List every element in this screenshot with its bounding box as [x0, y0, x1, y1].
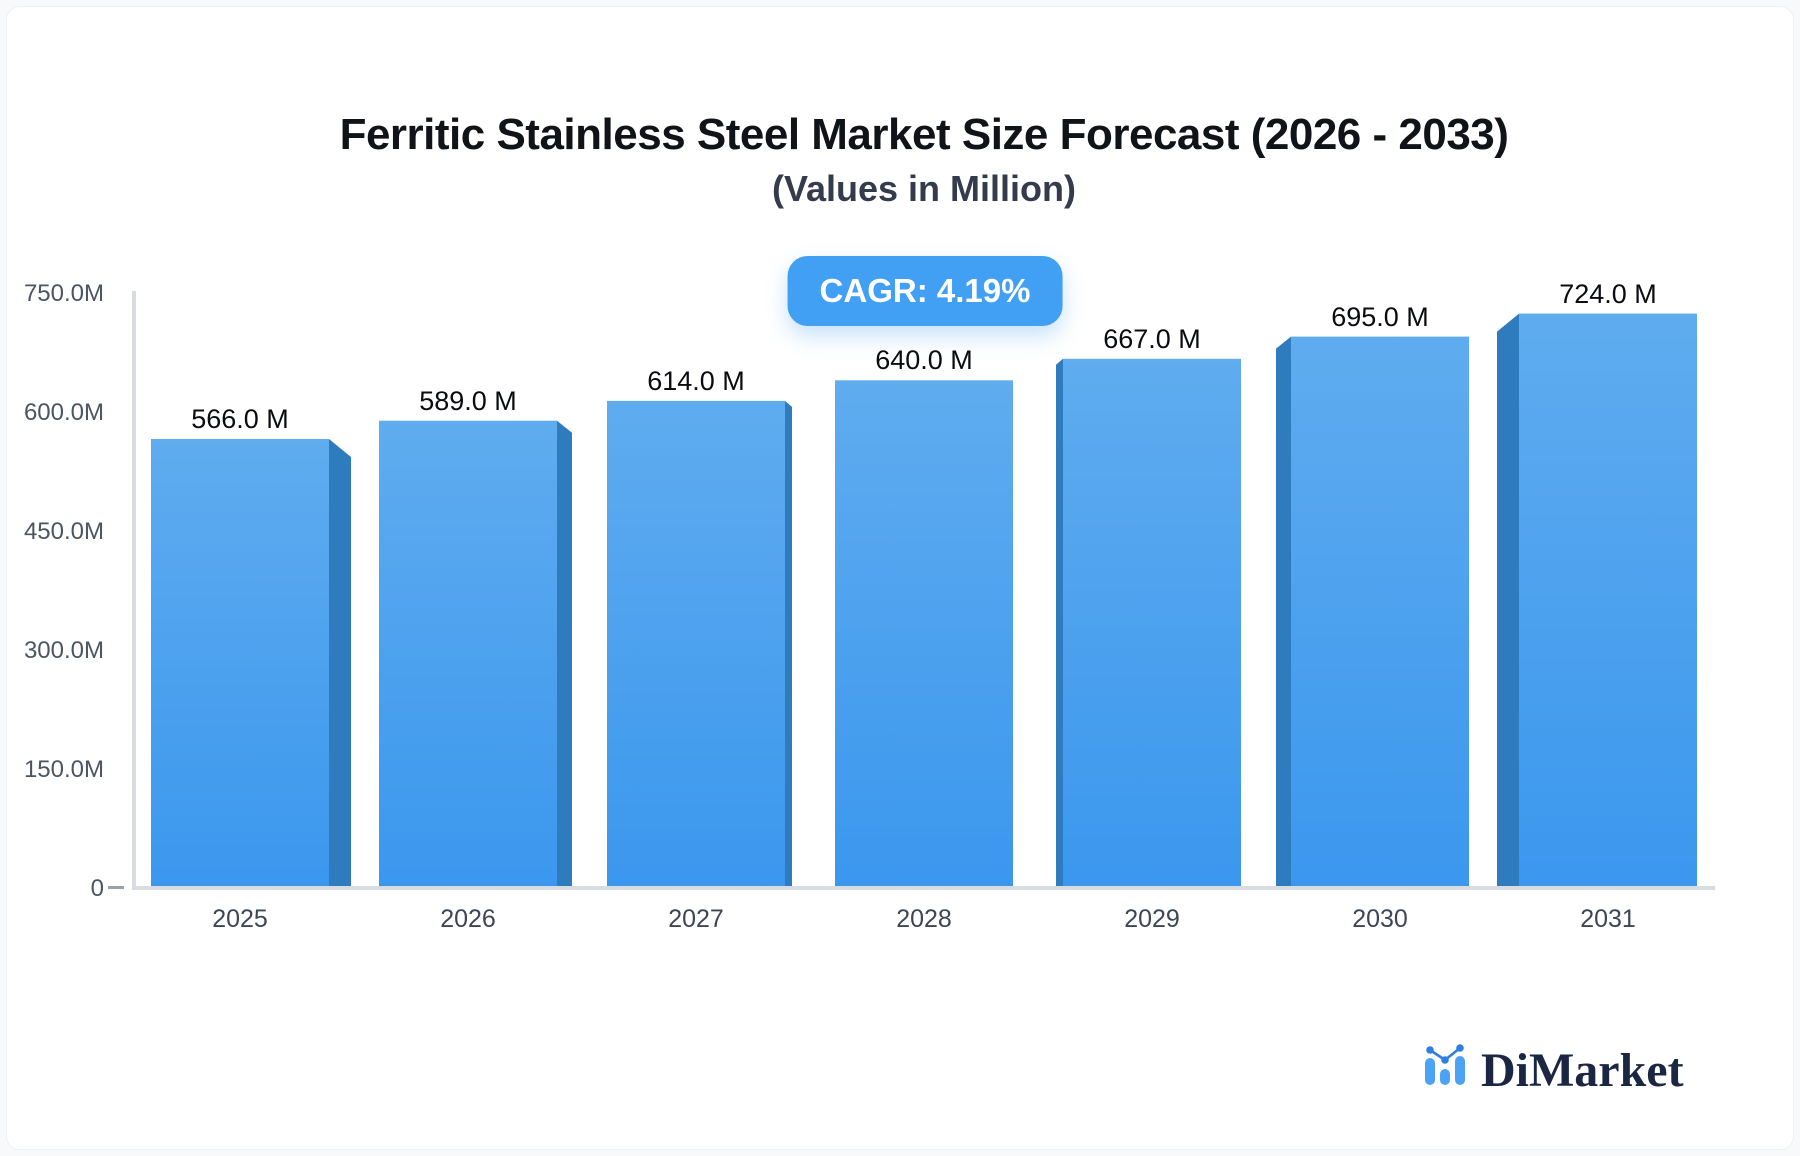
x-axis-label: 2027 [668, 905, 724, 933]
x-axis-label: 2030 [1352, 905, 1408, 933]
y-axis-tick-label: 600.0M [24, 399, 104, 426]
x-axis-line [132, 886, 1715, 890]
bar-value-label: 667.0 M [1103, 324, 1201, 354]
bar-side-face [1056, 358, 1063, 888]
y-axis-tick-label: 0 [91, 875, 104, 902]
bar-group-2027: 614.0 M 2027 [607, 366, 792, 933]
bar[interactable] [151, 439, 329, 888]
cagr-badge: CAGR: 4.19% [787, 256, 1063, 326]
bar-group-2029: 667.0 M 2029 [1056, 324, 1241, 933]
x-axis-label: 2029 [1124, 905, 1180, 933]
bar-value-label: 589.0 M [419, 386, 517, 416]
brand-logo: DiMarket [1422, 1043, 1684, 1097]
bar-value-label: 724.0 M [1559, 279, 1657, 309]
bar[interactable] [1063, 358, 1241, 888]
bar[interactable] [1519, 313, 1697, 889]
bar-chart: 750.0M 600.0M 450.0M 300.0M 150.0M 0 566.0 M 20… [24, 279, 1715, 933]
bar-side-face [557, 420, 572, 888]
bar-group-2026: 589.0 M 2026 [379, 386, 572, 933]
bar[interactable] [1291, 336, 1469, 889]
bar-group-2025: 566.0 M 2025 [151, 404, 351, 933]
y-axis-tick-label: 450.0M [24, 518, 104, 545]
bar-value-label: 614.0 M [647, 366, 745, 396]
chart-card: Ferritic Stainless Steel Market Size For… [6, 6, 1794, 1150]
x-axis-label: 2028 [896, 905, 952, 933]
x-axis-label: 2025 [212, 905, 268, 933]
bar-value-label: 566.0 M [191, 404, 289, 434]
brand-name: DiMarket [1481, 1044, 1684, 1097]
y-axis-tick-label: 300.0M [24, 637, 104, 664]
y-axis-tick-label: 750.0M [24, 280, 104, 307]
bar-group-2028: 640.0 M 2028 [835, 345, 1013, 933]
cagr-label: CAGR: 4.19% [819, 272, 1031, 309]
y-axis-tick-label: 150.0M [24, 756, 104, 783]
bar[interactable] [607, 400, 785, 888]
chart-title: Ferritic Stainless Steel Market Size For… [339, 110, 1509, 159]
bar-value-label: 640.0 M [875, 345, 973, 375]
bar-side-face [1497, 313, 1519, 889]
bar-group-2031: 724.0 M 2031 [1497, 279, 1697, 933]
bar-side-face [785, 400, 792, 888]
y-axis-line [132, 291, 136, 890]
x-axis-label: 2026 [440, 905, 496, 933]
zero-tick-mark [108, 886, 124, 889]
bar-value-label: 695.0 M [1331, 302, 1429, 332]
bar[interactable] [835, 380, 1013, 888]
bar-side-face [1276, 336, 1291, 889]
bar[interactable] [379, 420, 557, 888]
dimarket-bar-chart-logo-icon [1425, 1044, 1465, 1085]
bar-group-2030: 695.0 M 2030 [1276, 302, 1469, 933]
bar-side-face [329, 439, 351, 888]
chart-subtitle: (Values in Million) [771, 168, 1077, 209]
x-axis-label: 2031 [1580, 905, 1636, 933]
